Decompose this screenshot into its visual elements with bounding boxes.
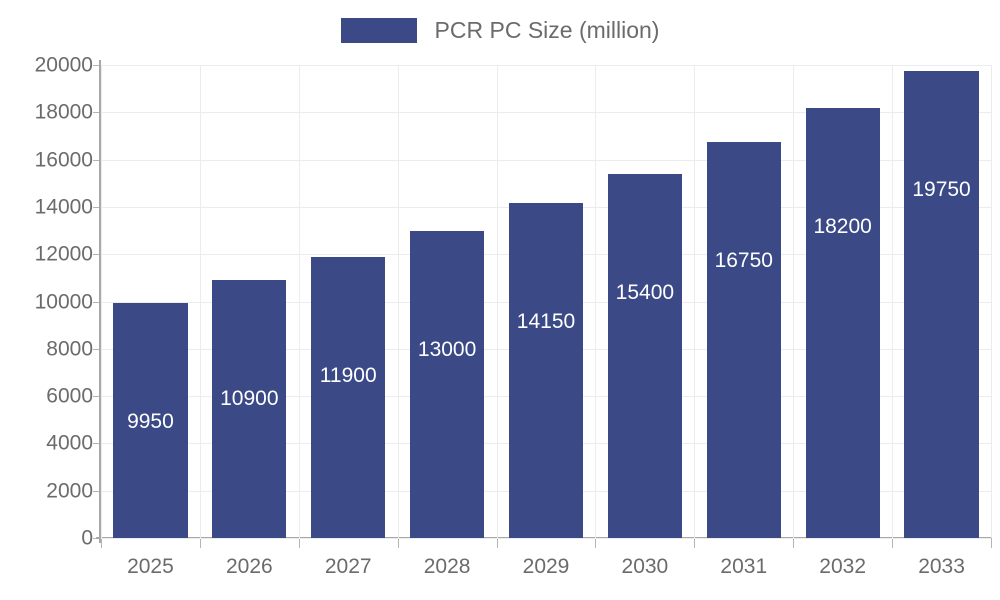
x-axis-tick-mark (398, 539, 399, 548)
gridline-vertical (398, 65, 399, 538)
bar[interactable]: 18200 (805, 107, 880, 538)
x-axis-tick-mark (793, 539, 794, 548)
gridline-horizontal (101, 65, 991, 66)
gridline-vertical (793, 65, 794, 538)
bar-value-label: 9950 (127, 409, 174, 433)
y-axis-tick-label: 14000 (34, 195, 93, 219)
bar-value-label: 19750 (912, 177, 971, 201)
legend-swatch-icon (340, 17, 417, 43)
y-axis-tick-label: 18000 (34, 100, 93, 124)
gridline-vertical (299, 65, 300, 538)
y-axis-tick-mark (93, 112, 100, 114)
x-axis-tick-label: 2029 (522, 555, 570, 578)
x-axis-tick-mark (892, 539, 893, 548)
x-axis-tick-mark (694, 539, 695, 548)
bar-value-label: 15400 (615, 280, 675, 304)
plot-area: 9950 10900 11900 13000 14150 15400 16750 18200 1… (101, 65, 992, 539)
x-axis-tick-mark (200, 539, 201, 548)
bar[interactable]: 9950 (113, 302, 188, 538)
x-axis-tick-label: 2033 (918, 555, 965, 578)
y-axis-tick-mark (93, 254, 100, 256)
bar-value-label: 11900 (319, 363, 377, 387)
y-axis-tick-mark (93, 348, 100, 350)
bar[interactable]: 19750 (904, 70, 979, 538)
x-axis-tick-mark (101, 539, 102, 548)
gridline-vertical (200, 65, 201, 538)
bar-value-label: 10900 (220, 387, 279, 411)
bar[interactable]: 10900 (212, 280, 287, 538)
y-axis-tick-label: 8000 (46, 337, 93, 361)
bar-value-label: 13000 (417, 337, 477, 361)
bar[interactable]: 11900 (311, 256, 386, 538)
y-axis-tick-mark (93, 206, 100, 208)
x-axis-tick-mark (595, 539, 596, 548)
x-axis-tick-label: 2032 (819, 555, 867, 578)
x-axis-tick-label: 2030 (621, 555, 669, 578)
y-axis-tick-mark (93, 65, 100, 66)
gridline-vertical (892, 65, 893, 538)
x-axis-tick-label: 2027 (324, 555, 372, 578)
chart-legend: PCR PC Size (million) (0, 10, 1000, 50)
y-axis-tick-mark (93, 443, 100, 445)
x-axis-tick-label: 2031 (720, 555, 768, 578)
gridline-vertical (497, 65, 498, 538)
gridline-vertical (101, 65, 102, 538)
y-axis-tick-label: 2000 (46, 479, 93, 503)
y-axis-tick-mark (93, 159, 100, 161)
x-axis-tick-label: 2025 (127, 555, 174, 578)
y-axis: 0 2000 4000 6000 8000 10000 12000 14000 16000 180… (0, 0, 100, 600)
bar-value-label: 14150 (516, 310, 576, 334)
x-axis-tick-mark (299, 539, 300, 548)
gridline-vertical (595, 65, 596, 538)
bar[interactable]: 16750 (706, 141, 781, 538)
y-axis-tick-mark (93, 396, 100, 398)
gridline-vertical (694, 65, 695, 538)
y-axis-tick-label: 10000 (34, 290, 93, 313)
bar[interactable]: 13000 (410, 230, 485, 538)
y-axis-tick-mark (93, 490, 100, 492)
bar[interactable]: 14150 (508, 203, 584, 538)
y-axis-tick-label: 12000 (34, 242, 93, 266)
y-axis-tick-label: 6000 (46, 384, 93, 408)
y-axis-tick-mark (93, 301, 100, 303)
y-axis-tick-label: 4000 (46, 431, 93, 455)
bar-value-label: 16750 (714, 248, 773, 272)
x-axis-tick-mark (497, 539, 498, 548)
legend-item-label: PCR PC Size (million) (434, 16, 660, 43)
y-axis-tick-label: 16000 (34, 148, 93, 172)
bar[interactable]: 15400 (607, 173, 682, 538)
gridline-horizontal (101, 538, 991, 539)
gridline-horizontal (101, 159, 991, 161)
legend-item-pcr-pc-size[interactable]: PCR PC Size (million) (340, 16, 660, 43)
x-axis-tick-mark (991, 539, 992, 548)
y-axis-line (99, 60, 101, 543)
y-axis-tick-label: 20000 (34, 53, 93, 77)
gridline-vertical (991, 65, 992, 538)
y-axis-tick-label: 0 (81, 526, 93, 550)
bar-value-label: 18200 (813, 214, 872, 238)
x-axis-tick-label: 2026 (225, 555, 273, 578)
x-axis-tick-label: 2028 (423, 555, 471, 578)
gridline-horizontal (101, 112, 991, 114)
